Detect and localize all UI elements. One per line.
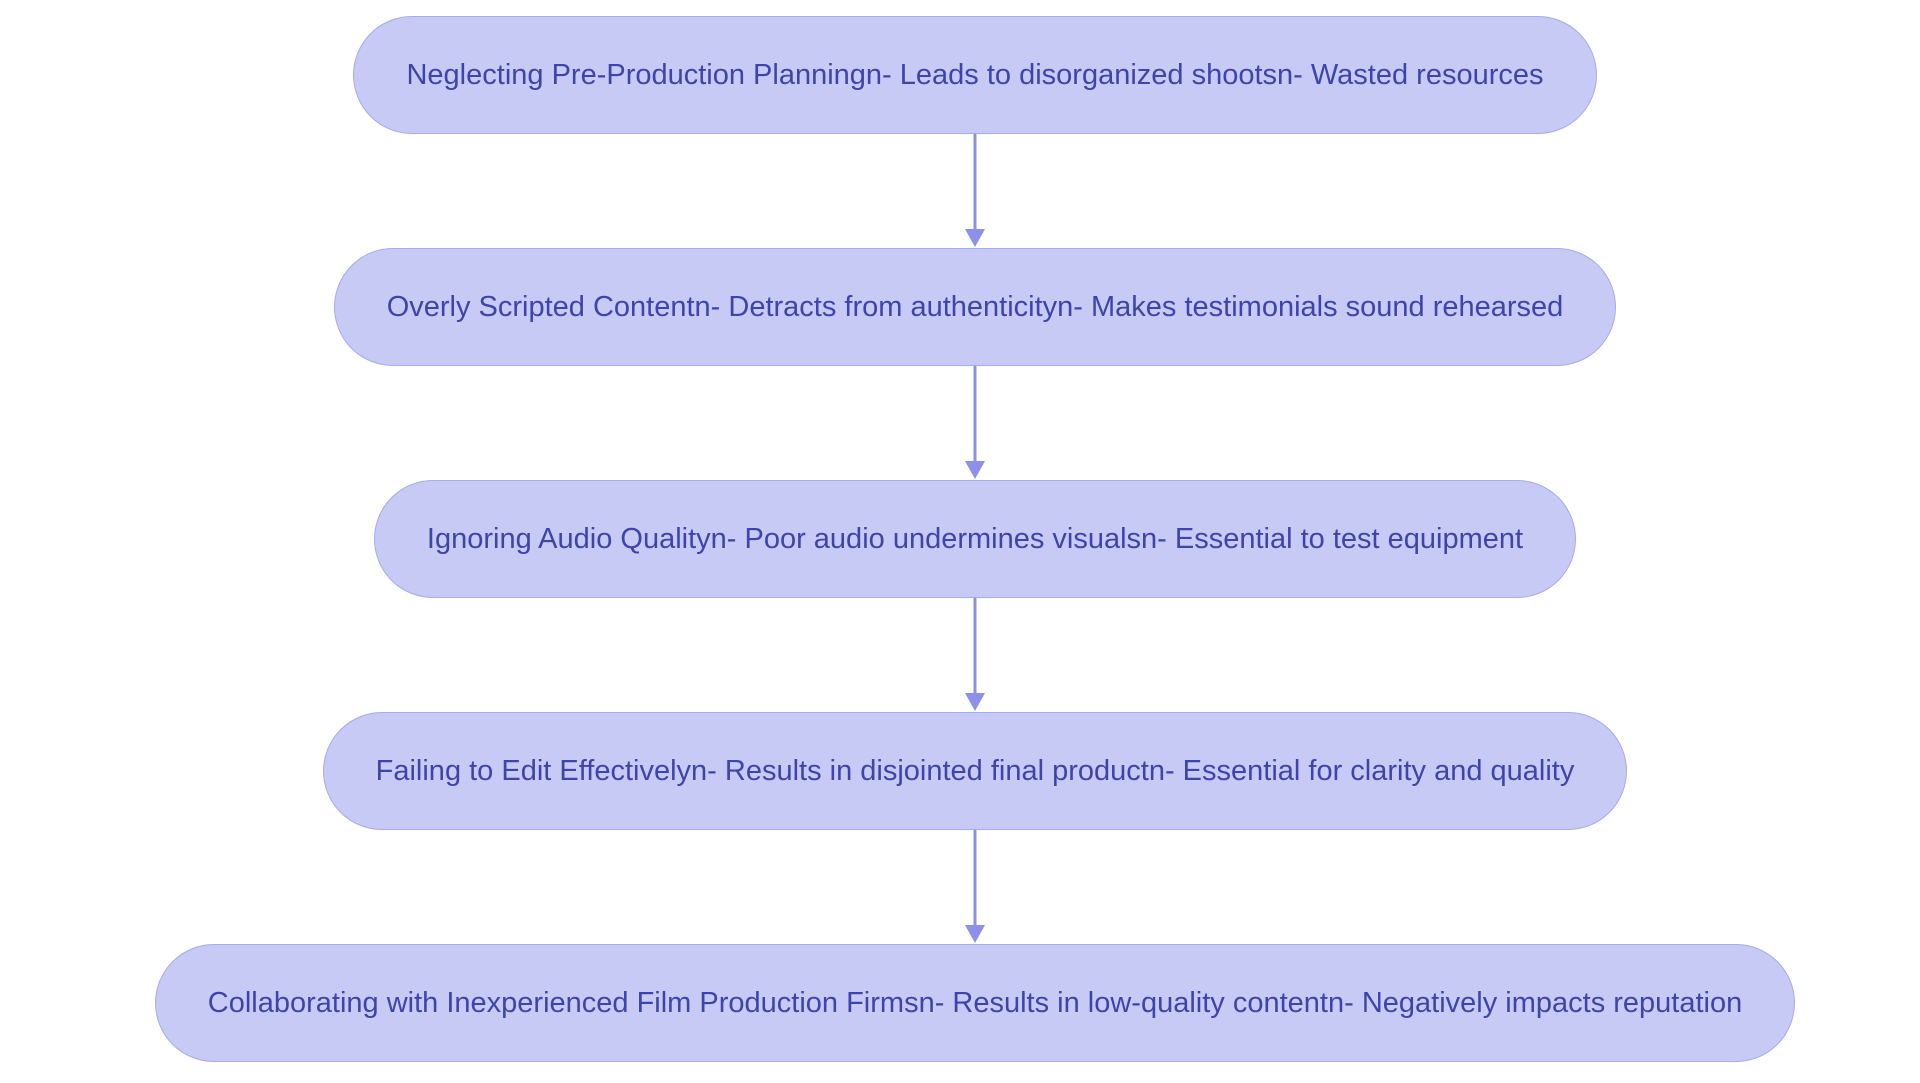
flow-node-5: Collaborating with Inexperienced Film Pr… xyxy=(154,944,1796,1062)
flow-node-5-label: Collaborating with Inexperienced Film Pr… xyxy=(207,986,1743,1019)
flow-node-3-label: Ignoring Audio Qualityn- Poor audio unde… xyxy=(426,522,1524,555)
flow-node-4-label: Failing to Edit Effectivelyn- Results in… xyxy=(375,754,1575,787)
arrow-down-icon xyxy=(965,598,985,711)
flow-node-4: Failing to Edit Effectivelyn- Results in… xyxy=(322,712,1628,830)
flow-node-3: Ignoring Audio Qualityn- Poor audio unde… xyxy=(373,480,1577,598)
arrow-down-icon xyxy=(965,830,985,943)
flow-node-2: Overly Scripted Contentn- Detracts from … xyxy=(333,248,1617,366)
arrow-down-icon xyxy=(965,366,985,479)
flow-node-1-label: Neglecting Pre-Production Planningn- Lea… xyxy=(406,58,1544,91)
arrow-down-icon xyxy=(965,134,985,247)
flow-node-1: Neglecting Pre-Production Planningn- Lea… xyxy=(353,16,1597,134)
flow-node-2-label: Overly Scripted Contentn- Detracts from … xyxy=(386,290,1564,323)
